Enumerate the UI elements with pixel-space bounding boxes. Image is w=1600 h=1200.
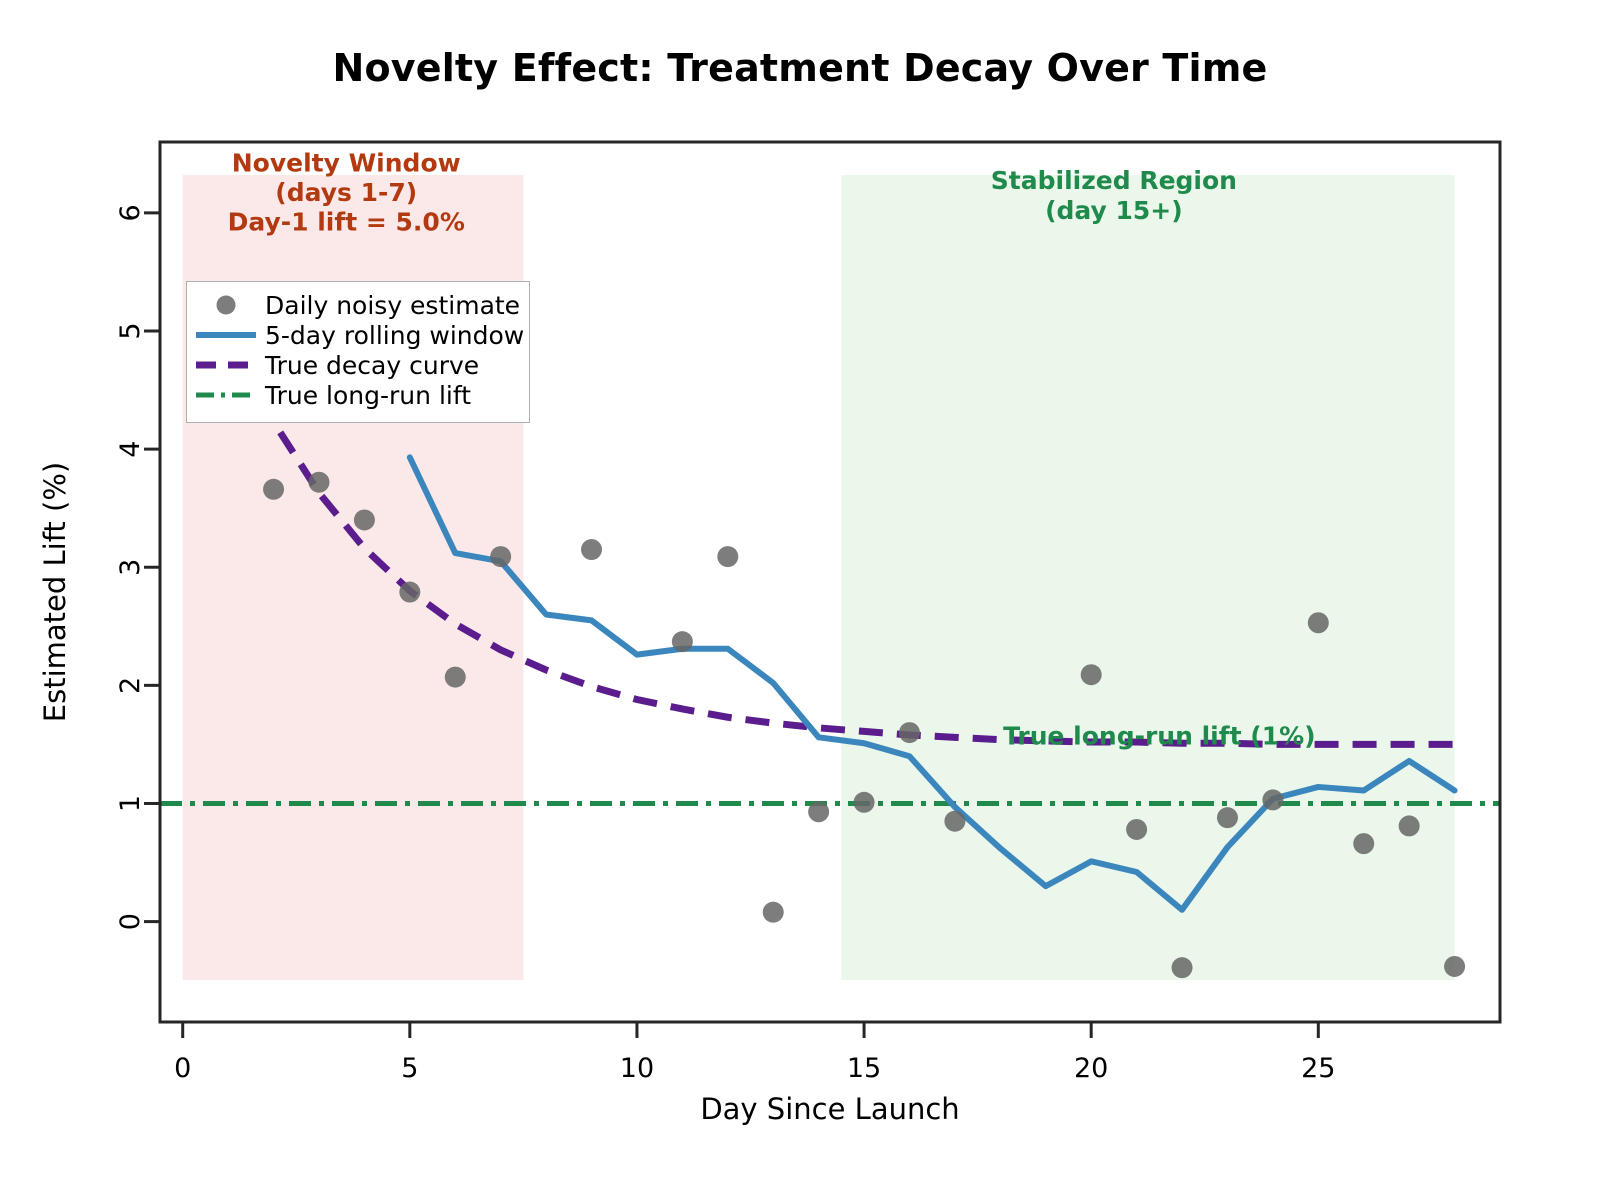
legend-item: True decay curve <box>187 350 531 380</box>
scatter-point <box>671 631 693 653</box>
chart-annotations: Novelty Window(days 1-7)Day-1 lift = 5.0… <box>228 149 1316 751</box>
legend-marker-dashed-line-icon <box>187 350 265 380</box>
scatter-point <box>717 546 739 568</box>
x-tick-label: 25 <box>1301 1053 1335 1084</box>
chart-legend: Daily noisy estimate 5-day rolling window… <box>186 281 530 423</box>
scatter-point <box>263 478 285 500</box>
annotation-label: True long-run lift (1%) <box>1003 721 1316 750</box>
annotation-label: (days 1-7) <box>275 178 417 207</box>
y-tick-label: 4 <box>115 441 146 458</box>
scatter-point <box>490 546 512 568</box>
annotation-label: Stabilized Region <box>991 166 1237 195</box>
scatter-point <box>1080 664 1102 686</box>
scatter-point <box>898 722 920 744</box>
scatter-point <box>353 509 375 531</box>
y-tick-label: 3 <box>115 559 146 576</box>
legend-item-label: 5-day rolling window <box>265 320 525 350</box>
x-tick-label: 5 <box>401 1053 418 1084</box>
y-tick-label: 5 <box>115 322 146 339</box>
scatter-point <box>444 666 466 688</box>
y-tick-label: 6 <box>115 204 146 221</box>
scatter-point <box>1262 789 1284 811</box>
axis-frame <box>158 140 1502 1024</box>
scatter-point <box>1444 955 1466 977</box>
scatter-point <box>1171 957 1193 979</box>
scatter-point <box>762 901 784 923</box>
scatter-point <box>1398 815 1420 837</box>
scatter-point <box>1307 612 1329 634</box>
y-tick-label: 2 <box>115 677 146 694</box>
x-tick-label: 15 <box>847 1053 881 1084</box>
legend-item-label: True decay curve <box>265 350 480 380</box>
legend-item-label: Daily noisy estimate <box>265 290 521 320</box>
annotation-label: (day 15+) <box>1045 196 1183 225</box>
page-title: Novelty Effect: Treatment Decay Over Tim… <box>332 46 1268 90</box>
scatter-point <box>581 539 603 561</box>
legend-item: True long-run lift <box>187 380 531 410</box>
legend-marker-dashdot-line-icon <box>187 380 265 410</box>
scatter-point <box>853 791 875 813</box>
region-stabilized-region <box>841 175 1455 980</box>
legend-marker-solid-line-icon <box>187 320 265 350</box>
legend-item: 5-day rolling window <box>187 320 531 350</box>
y-tick-label: 0 <box>115 913 146 930</box>
scatter-point <box>1126 818 1148 840</box>
scatter-point <box>808 801 830 823</box>
scatter-point <box>1216 807 1238 829</box>
annotation-label: Novelty Window <box>232 149 461 178</box>
scatter-point <box>308 471 330 493</box>
legend-item-label: True long-run lift <box>265 380 471 410</box>
annotation-label: Day-1 lift = 5.0% <box>228 208 465 237</box>
axis-ticks: 0 5 10 15 20 25 0 1 2 3 4 5 6 <box>115 204 1335 1084</box>
scatter-point <box>944 810 966 832</box>
true-decay-curve <box>225 329 1455 748</box>
scatter-point <box>1353 833 1375 855</box>
daily-noisy-estimate-points <box>263 471 1466 979</box>
scatter-point <box>399 581 421 603</box>
x-axis-label: Day Since Launch <box>700 1092 960 1126</box>
legend-marker-circle-icon <box>187 290 265 320</box>
y-tick-label: 1 <box>115 795 146 812</box>
x-tick-label: 10 <box>620 1053 654 1084</box>
legend-item: Daily noisy estimate <box>187 290 531 320</box>
x-tick-label: 20 <box>1074 1053 1108 1084</box>
x-tick-label: 0 <box>174 1053 191 1084</box>
